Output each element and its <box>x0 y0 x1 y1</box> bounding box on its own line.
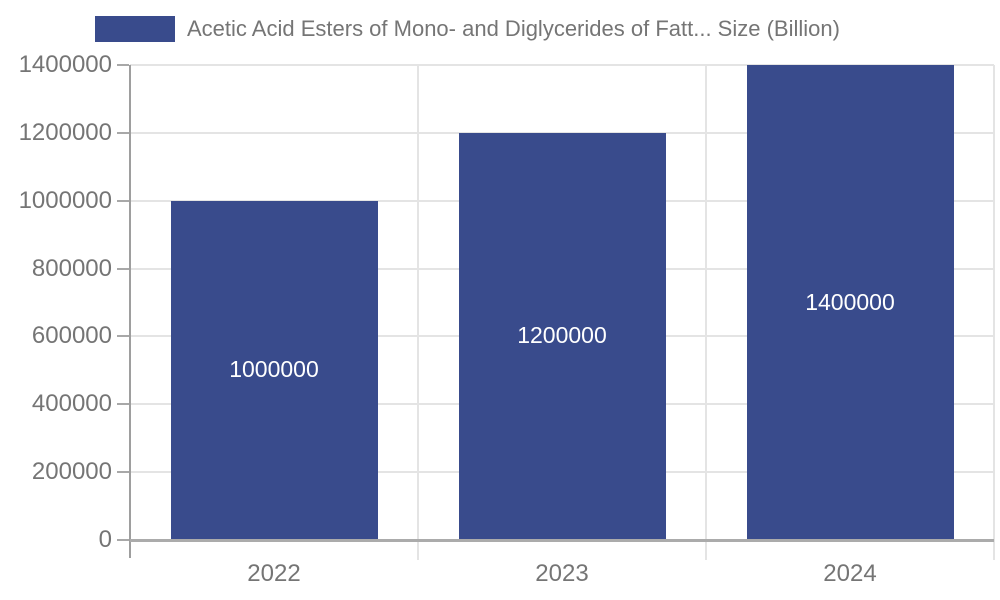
bar-2022[interactable]: 1000000 <box>170 200 378 540</box>
gridline-vertical <box>993 65 995 560</box>
y-axis-tick <box>117 64 129 66</box>
gridline-horizontal <box>130 64 994 66</box>
chart-legend[interactable]: Acetic Acid Esters of Mono- and Diglycer… <box>95 16 840 42</box>
y-axis-tick-label: 1000000 <box>18 186 112 214</box>
y-axis-tick-label: 1200000 <box>18 118 112 146</box>
x-axis-tick-label: 2023 <box>535 560 589 587</box>
y-axis-tick <box>117 539 129 541</box>
y-axis-tick-label: 200000 <box>31 458 112 486</box>
bar-2024[interactable]: 1400000 <box>746 65 954 540</box>
bar-2023[interactable]: 1200000 <box>458 132 666 540</box>
y-axis-tick-label: 600000 <box>31 322 112 350</box>
x-axis-tick-label: 2022 <box>247 560 301 587</box>
y-axis-tick-label: 800000 <box>31 254 112 282</box>
legend-swatch <box>95 16 175 42</box>
bar-value-label: 1000000 <box>229 356 319 383</box>
x-axis-tick-label: 2024 <box>823 560 877 587</box>
bar-value-label: 1200000 <box>517 322 607 349</box>
y-axis-tick-label: 1400000 <box>18 51 112 78</box>
y-axis-tick <box>117 267 129 270</box>
y-axis-tick-label: 400000 <box>31 390 112 418</box>
x-axis-line <box>130 539 994 542</box>
y-axis-tick <box>117 131 129 134</box>
y-axis-line <box>129 65 131 558</box>
bar-value-label: 1400000 <box>805 288 895 315</box>
y-axis-tick <box>117 199 129 202</box>
y-axis-tick-label: 0 <box>98 526 112 553</box>
gridline-vertical <box>705 65 707 560</box>
legend-label: Acetic Acid Esters of Mono- and Diglycer… <box>187 16 840 41</box>
y-axis-tick <box>117 403 129 406</box>
gridline-vertical <box>417 65 419 560</box>
y-axis-tick <box>117 335 129 338</box>
y-axis-tick <box>117 471 129 474</box>
